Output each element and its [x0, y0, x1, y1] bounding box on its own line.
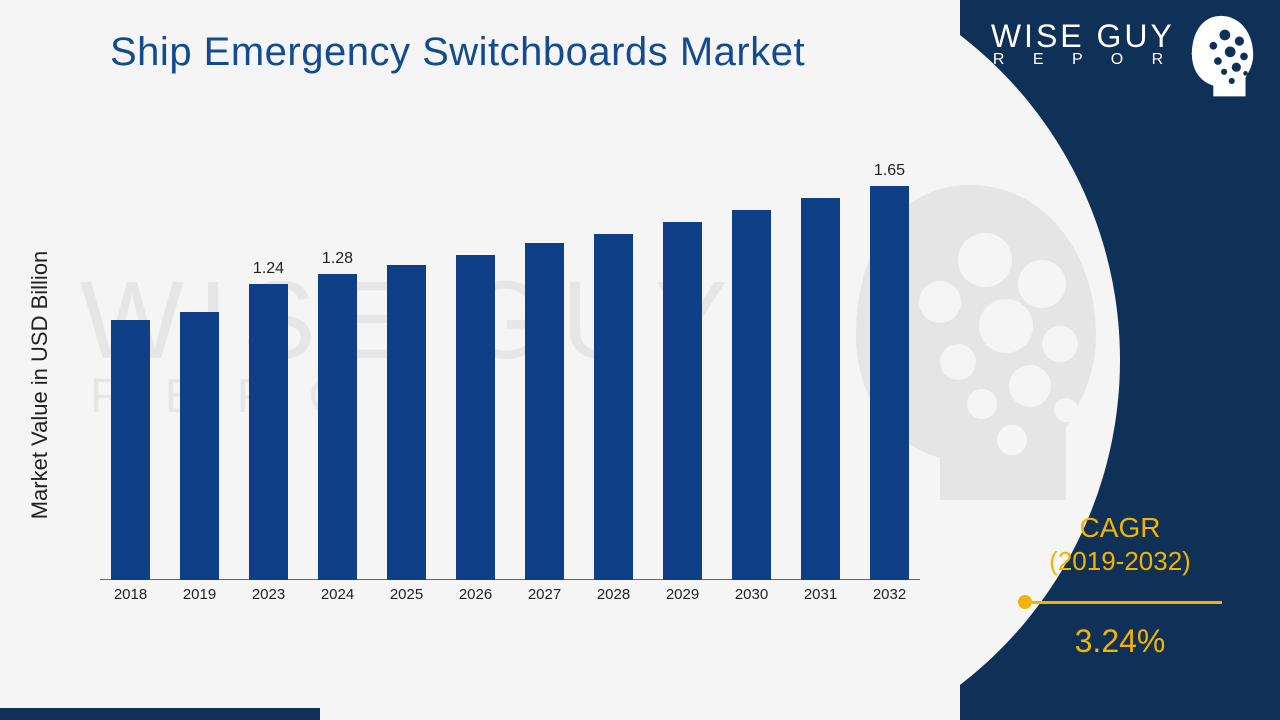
bottom-accent-bar: [0, 708, 320, 720]
bar-value-label: 1.24: [253, 260, 284, 278]
x-tick-label: 2025: [382, 586, 431, 603]
x-tick-label: 2026: [451, 586, 500, 603]
bar-slot: [106, 150, 155, 580]
bar-slot: [382, 150, 431, 580]
cagr-value: 3.24%: [990, 623, 1250, 660]
infographic-stage: WISE GUY REPORTS Ship Emergency Switchbo…: [0, 0, 1280, 720]
chart-title: Ship Emergency Switchboards Market: [110, 30, 805, 75]
bar-value-label: 1.28: [322, 250, 353, 268]
cagr-block: CAGR (2019-2032) 3.24%: [990, 512, 1250, 660]
bar: [663, 222, 701, 580]
bar: [111, 320, 149, 580]
brand-logo: WISE GUY R E P O R T S: [991, 18, 1252, 69]
x-tick-label: 2023: [244, 586, 293, 603]
cagr-label: CAGR: [990, 512, 1250, 544]
x-tick-label: 2027: [520, 586, 569, 603]
bar: [456, 255, 494, 580]
cagr-period: (2019-2032): [990, 546, 1250, 577]
x-tick-label: 2030: [727, 586, 776, 603]
bar-slot: [796, 150, 845, 580]
bar-slot: 1.28: [313, 150, 362, 580]
bar-slot: [520, 150, 569, 580]
bar-slot: 1.24: [244, 150, 293, 580]
bar-value-label: 1.65: [874, 162, 905, 180]
x-tick-label: 2018: [106, 586, 155, 603]
cagr-divider: [990, 595, 1250, 609]
bars-container: 1.24 1.28 1.65: [100, 150, 920, 580]
y-axis-label: Market Value in USD Billion: [27, 251, 53, 520]
plot-area: 1.24 1.28 1.65: [100, 150, 920, 580]
cagr-line-icon: [1032, 601, 1222, 604]
bar: 1.28: [318, 274, 356, 580]
bar: [180, 312, 218, 580]
bar-slot: [589, 150, 638, 580]
bar-slot: [451, 150, 500, 580]
bar-slot: [658, 150, 707, 580]
bar: [594, 234, 632, 580]
bar-slot: [175, 150, 224, 580]
x-tick-label: 2029: [658, 586, 707, 603]
cagr-dot-icon: [1018, 595, 1032, 609]
head-network-icon: [1182, 12, 1260, 104]
bar-slot: 1.65: [865, 150, 914, 580]
x-tick-label: 2019: [175, 586, 224, 603]
x-tick-label: 2031: [796, 586, 845, 603]
bar: [801, 198, 839, 580]
bar-slot: [727, 150, 776, 580]
x-tick-label: 2024: [313, 586, 362, 603]
x-axis-labels: 2018 2019 2023 2024 2025 2026 2027 2028 2029 2030…: [100, 580, 920, 620]
bar: [387, 265, 425, 580]
x-tick-label: 2028: [589, 586, 638, 603]
bar-chart: Market Value in USD Billion 1.241.281.65…: [50, 150, 920, 620]
x-tick-label: 2032: [865, 586, 914, 603]
bar: [525, 243, 563, 580]
bar: 1.65: [870, 186, 908, 580]
bar: [732, 210, 770, 580]
bar: 1.24: [249, 284, 287, 580]
